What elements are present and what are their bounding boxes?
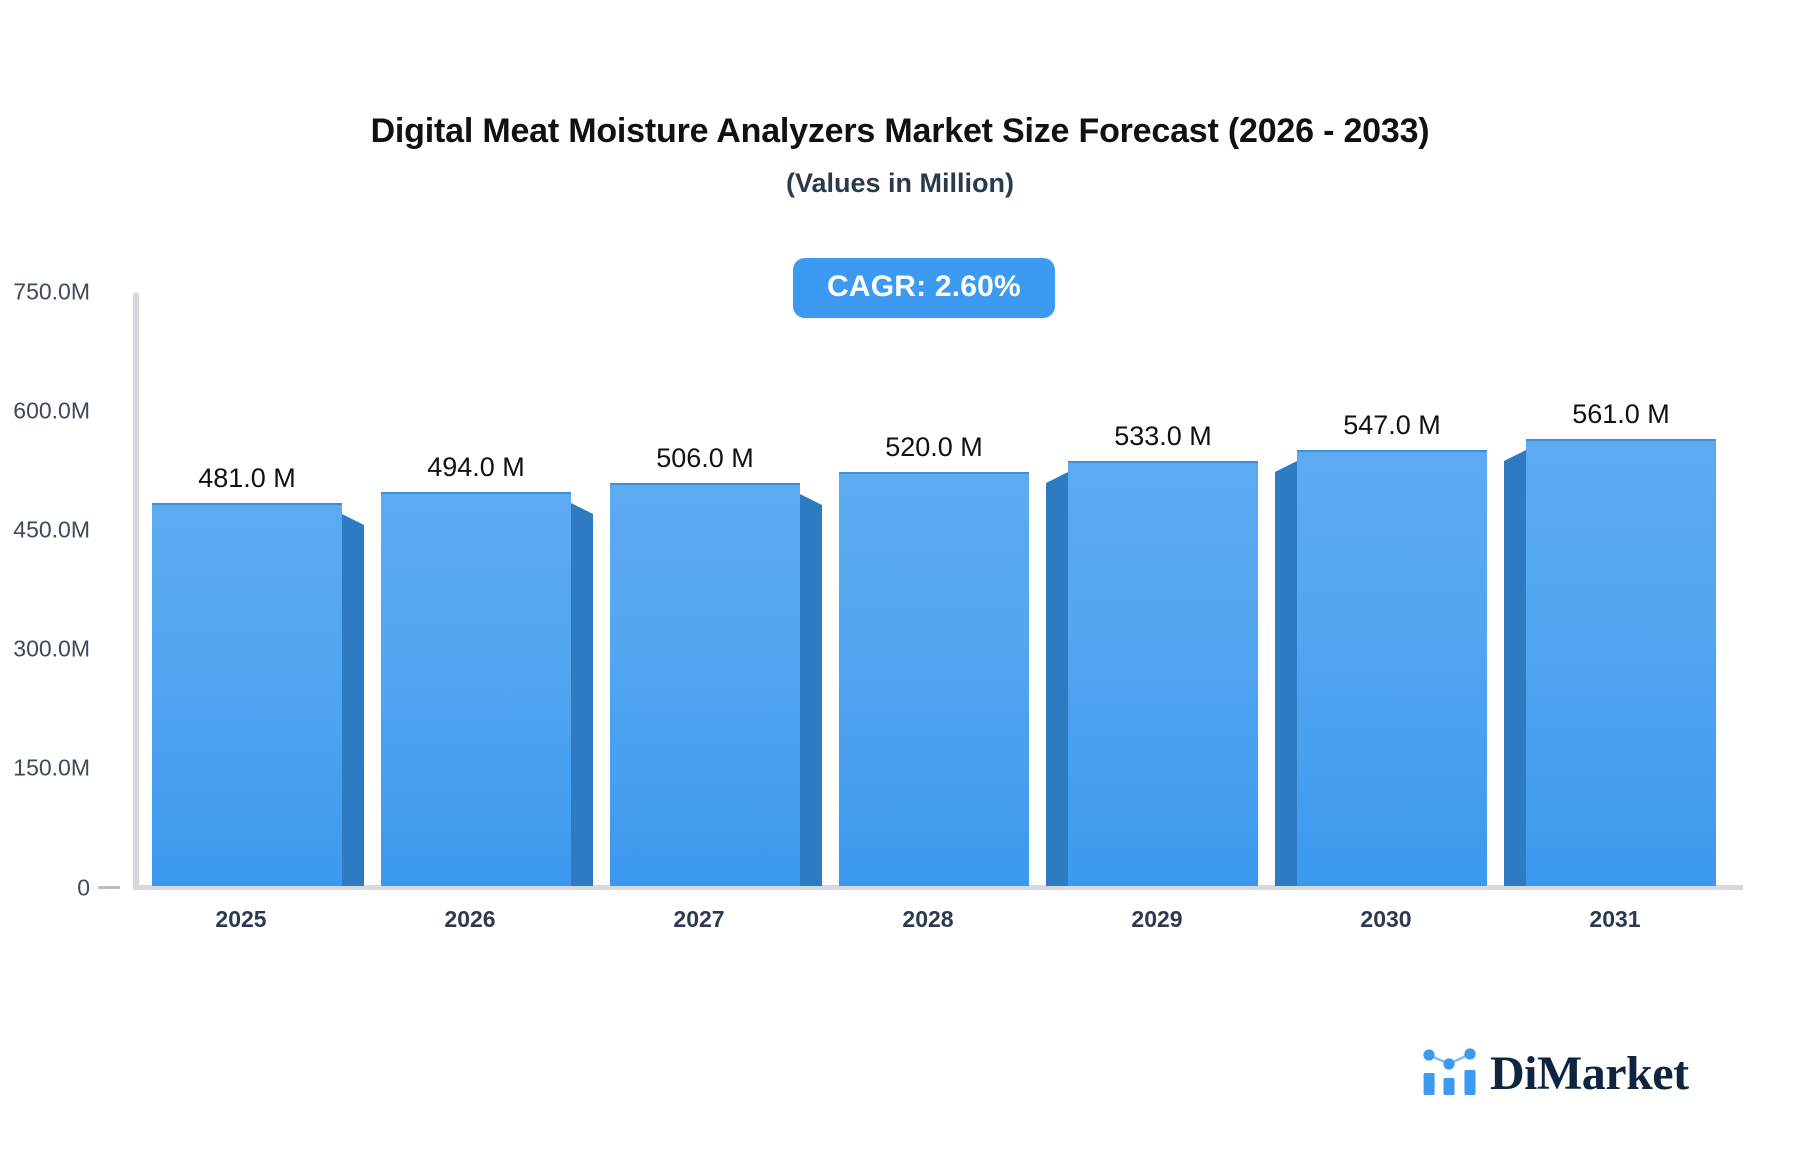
y-tick-label-300: 300.0M — [13, 635, 90, 662]
bar-face-2030 — [1297, 450, 1487, 886]
cagr-badge: CAGR: 2.60% — [793, 258, 1055, 318]
bar-face-2029 — [1068, 461, 1258, 886]
bar-chart-logo-icon — [1420, 1045, 1480, 1102]
chart-title: Digital Meat Moisture Analyzers Market S… — [370, 112, 1430, 150]
x-tick-label-2027: 2027 — [673, 906, 725, 932]
bar-2028[interactable]: 520.0 M — [839, 432, 1029, 886]
y-tick-label-600: 600.0M — [13, 397, 90, 424]
bar-value-2025: 481.0 M — [198, 463, 296, 493]
y-tick-label-0: 0 — [77, 874, 90, 901]
bar-side-2031 — [1504, 450, 1526, 886]
bar-side-2025 — [342, 514, 364, 886]
bar-side-2029 — [1046, 472, 1068, 886]
bar-face-2028 — [839, 472, 1029, 886]
x-tick-label-2025: 2025 — [215, 906, 267, 932]
x-tick-label-2026: 2026 — [444, 906, 496, 932]
bar-2029[interactable]: 533.0 M — [1046, 421, 1258, 886]
bar-face-2031 — [1526, 439, 1716, 886]
chart-subtitle: (Values in Million) — [785, 168, 1015, 198]
bar-side-2027 — [800, 494, 822, 886]
y-tick-label-750: 750.0M — [13, 278, 90, 305]
y-axis-zero-tick — [98, 886, 120, 889]
bar-face-2027 — [610, 483, 800, 886]
bar-value-2030: 547.0 M — [1343, 410, 1441, 440]
bar-value-2027: 506.0 M — [656, 443, 754, 473]
bar-value-2031: 561.0 M — [1572, 399, 1670, 429]
bar-face-2025 — [152, 503, 342, 886]
y-tick-label-450: 450.0M — [13, 516, 90, 543]
x-tick-label-2030: 2030 — [1360, 906, 1412, 932]
bar-value-2029: 533.0 M — [1114, 421, 1212, 451]
x-tick-label-2028: 2028 — [902, 906, 954, 932]
brand-name: DiMarket — [1490, 1046, 1689, 1100]
y-axis-line — [133, 292, 139, 890]
brand-logo: DiMarket — [1420, 1045, 1689, 1102]
y-tick-label-150: 150.0M — [13, 754, 90, 781]
bar-side-2026 — [571, 503, 593, 886]
x-tick-label-2031: 2031 — [1589, 906, 1641, 932]
bar-2027[interactable]: 506.0 M — [610, 443, 822, 886]
x-axis-line — [133, 885, 1743, 890]
bar-side-2030 — [1275, 461, 1297, 886]
bar-2030[interactable]: 547.0 M — [1275, 410, 1487, 886]
bar-2026[interactable]: 494.0 M — [381, 452, 593, 886]
bar-2025[interactable]: 481.0 M — [152, 463, 364, 886]
bar-2031[interactable]: 561.0 M — [1504, 399, 1716, 886]
bar-face-2026 — [381, 492, 571, 886]
x-tick-label-2029: 2029 — [1131, 906, 1183, 932]
bar-value-2028: 520.0 M — [885, 432, 983, 462]
bar-value-2026: 494.0 M — [427, 452, 525, 482]
